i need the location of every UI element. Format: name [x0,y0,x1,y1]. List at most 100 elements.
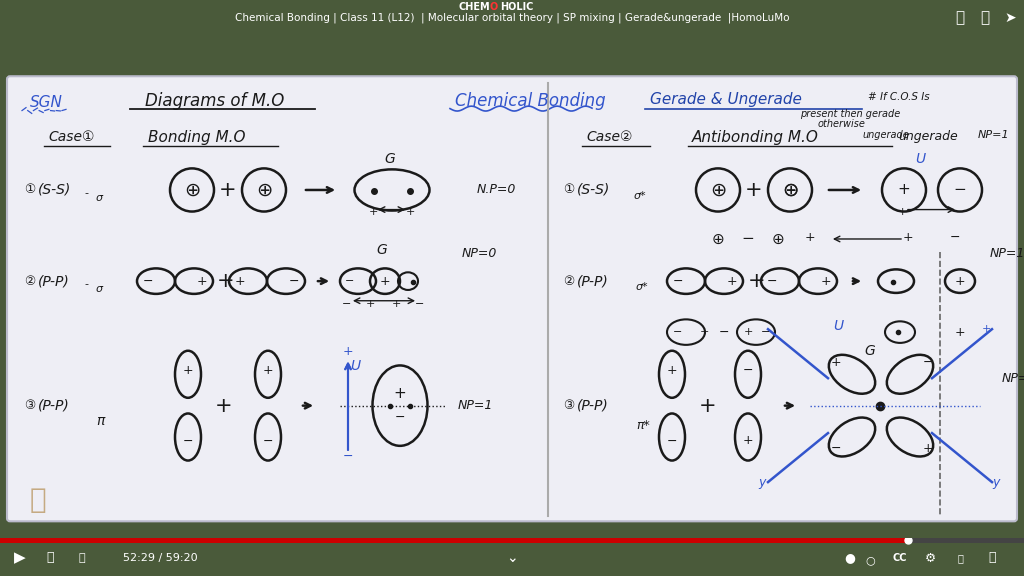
Text: +: + [667,364,677,377]
Text: ⏭: ⏭ [46,551,53,564]
Text: −: − [289,275,299,287]
Text: −: − [923,356,933,369]
Text: +: + [215,396,232,416]
Text: +: + [743,327,753,337]
Text: ③: ③ [563,399,574,412]
Text: −: − [394,411,406,424]
Text: ⊕: ⊕ [710,180,726,199]
Text: +: + [830,356,842,369]
Text: −: − [345,276,354,286]
Text: NP=2: NP=2 [1002,372,1024,385]
Text: +: + [366,298,375,309]
Text: Gerade & Ungerade: Gerade & Ungerade [650,92,802,107]
Text: ⌄: ⌄ [506,551,518,565]
Text: -: - [84,279,88,289]
Text: present then gerade: present then gerade [800,109,900,119]
Text: +: + [749,271,766,291]
Text: −: − [674,327,683,337]
Text: otherwise: otherwise [818,119,866,130]
Text: (P-P): (P-P) [38,274,70,288]
Text: −: − [142,275,154,287]
Text: # If C.O.S Is: # If C.O.S Is [868,92,930,102]
Text: O: O [490,2,499,12]
Text: (P-P): (P-P) [577,399,608,412]
Text: −: − [741,232,755,247]
Text: +: + [263,364,273,377]
Text: ⤢: ⤢ [988,551,995,564]
Text: Chemical Bonding: Chemical Bonding [455,92,605,110]
Text: ungerade: ungerade [898,130,957,143]
Text: ⊕: ⊕ [184,180,200,199]
Text: +: + [820,275,831,287]
Text: U: U [350,359,360,373]
Text: U: U [914,151,925,165]
Text: G: G [385,151,395,165]
Text: G: G [864,344,876,358]
Text: (S-S): (S-S) [577,183,610,197]
Text: Antibonding M.O: Antibonding M.O [692,130,819,145]
Text: ●: ● [845,551,855,564]
Text: σ: σ [96,193,103,203]
Text: ⚙: ⚙ [925,551,936,564]
Text: π*: π* [636,419,650,432]
Text: N.P=0: N.P=0 [477,184,516,196]
Text: −: − [263,434,273,448]
Text: ➤: ➤ [1005,11,1016,25]
Text: −: − [953,207,963,218]
Text: ungerade: ungerade [862,130,908,140]
Text: U: U [833,319,843,333]
Text: −: − [761,327,771,337]
Text: 🔊: 🔊 [79,553,85,563]
Text: +: + [182,364,194,377]
Text: SGN: SGN [30,95,62,110]
Text: σ*: σ* [636,282,648,292]
Text: +: + [217,271,234,291]
Text: CHEM: CHEM [459,2,490,12]
Text: +: + [699,327,709,337]
Text: Case②: Case② [586,130,633,144]
Text: Chemical Bonding | Class 11 (L12)  | Molecular orbital theory | SP mixing | Gera: Chemical Bonding | Class 11 (L12) | Mole… [234,13,790,23]
Text: ⊕: ⊕ [772,232,784,247]
Text: +: + [954,325,966,339]
Text: +: + [954,275,966,287]
Text: +: + [234,275,246,287]
Text: ②: ② [24,275,35,287]
Text: ③: ③ [24,399,35,412]
Text: −: − [342,298,351,309]
Text: +: + [393,386,407,401]
Text: ⊕: ⊕ [712,232,724,247]
Text: −: − [949,231,961,244]
Text: ①: ① [563,184,574,196]
Text: y: y [758,476,765,489]
Text: NP=1: NP=1 [978,130,1010,140]
Text: −: − [343,449,353,463]
Text: NP=1: NP=1 [458,399,494,412]
Text: −: − [830,442,842,455]
Text: +: + [699,396,717,416]
Text: σ*: σ* [634,191,646,201]
Text: +: + [197,275,207,287]
Bar [0,538,908,543]
Text: ⊕: ⊕ [256,180,272,199]
Text: (S-S): (S-S) [38,183,72,197]
Text: +: + [380,275,390,287]
Text: ○: ○ [865,555,874,565]
Text: +: + [923,442,933,455]
Text: +: + [727,275,737,287]
Text: ⏱: ⏱ [980,10,989,25]
Text: CC: CC [893,553,907,563]
Text: −: − [742,364,754,377]
Text: ⬛: ⬛ [957,553,963,563]
Text: −: − [667,434,677,448]
FancyBboxPatch shape [7,76,1017,521]
Text: G: G [377,242,387,257]
Text: ⊖: ⊖ [781,180,798,199]
Text: y: y [992,476,999,489]
Text: +: + [406,207,415,218]
Text: HOLIC: HOLIC [500,2,534,12]
Text: −: − [182,434,194,448]
Text: −: − [673,275,683,287]
Text: +: + [391,298,400,309]
Text: ⊕: ⊕ [781,180,798,199]
Text: ②: ② [563,275,574,287]
